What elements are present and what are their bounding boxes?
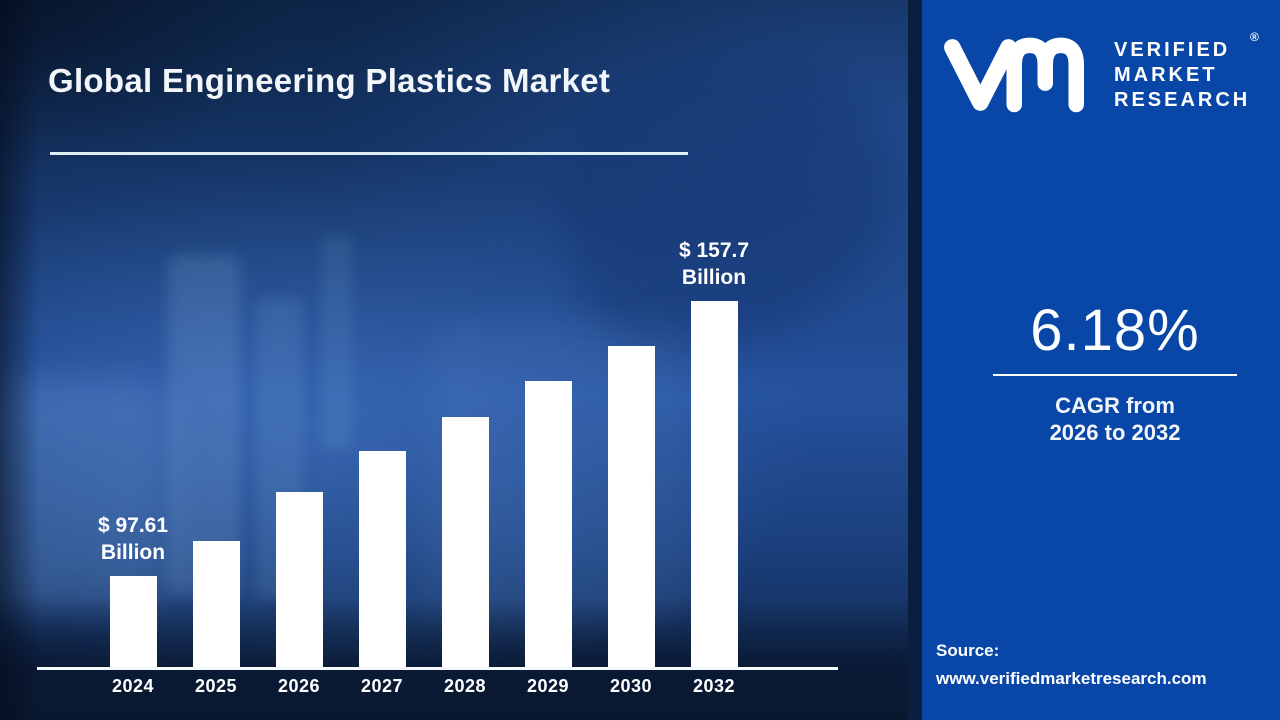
vm-monogram-icon <box>944 37 1084 113</box>
x-tick-2027: 2027 <box>360 676 404 696</box>
source-label: Source: <box>936 641 1000 660</box>
cagr-underline <box>993 374 1237 376</box>
x-tick-2024: 2024 <box>111 676 155 696</box>
source-website: www.verifiedmarketresearch.com <box>936 669 1207 688</box>
x-tick-2029: 2029 <box>526 676 570 696</box>
right-panel <box>922 0 1280 720</box>
x-tick-2026: 2026 <box>277 676 321 696</box>
cagr-value: 6.18% <box>1030 298 1200 363</box>
brand-line-2: MARKET <box>1114 64 1218 86</box>
bar-2025 <box>192 541 240 668</box>
bar-value-label-2024: $ 97.61 Billion <box>97 514 169 564</box>
registered-trademark-icon: ® <box>1250 30 1259 44</box>
bar-2027 <box>358 451 406 668</box>
title-underline <box>50 152 688 155</box>
brand-name: VERIFIED MARKET RESEARCH <box>1114 38 1250 113</box>
x-tick-2032: 2032 <box>692 676 736 696</box>
bar-2032 <box>690 301 738 668</box>
x-tick-2028: 2028 <box>443 676 487 696</box>
bar-2029 <box>524 381 572 668</box>
brand-line-1: VERIFIED <box>1114 39 1231 61</box>
bar-chart: 2024 2025 2026 2027 2028 2029 2030 2032 $ 97.61 B… <box>37 239 838 696</box>
cagr-block: 6.18% CAGR from 2026 to 2032 <box>985 300 1245 446</box>
bar-2024 <box>109 576 157 668</box>
cagr-caption-line-1: CAGR from <box>1055 393 1175 418</box>
bar-value-label-2032: $ 157.7 Billion <box>678 239 750 289</box>
x-tick-2025: 2025 <box>194 676 238 696</box>
page-title: Global Engineering Plastics Market <box>48 62 611 99</box>
brand-line-3: RESEARCH <box>1114 89 1251 111</box>
x-tick-2030: 2030 <box>609 676 653 696</box>
panel-divider <box>908 0 922 720</box>
cagr-caption-line-2: 2026 to 2032 <box>1049 420 1181 445</box>
bar-2026 <box>275 492 323 668</box>
x-axis-line <box>37 667 838 670</box>
bar-2030 <box>607 346 655 668</box>
bar-2028 <box>441 417 489 668</box>
brand-logo: VERIFIED MARKET RESEARCH ® <box>942 28 1262 120</box>
source-block: Source: www.verifiedmarketresearch.com <box>936 637 1207 693</box>
